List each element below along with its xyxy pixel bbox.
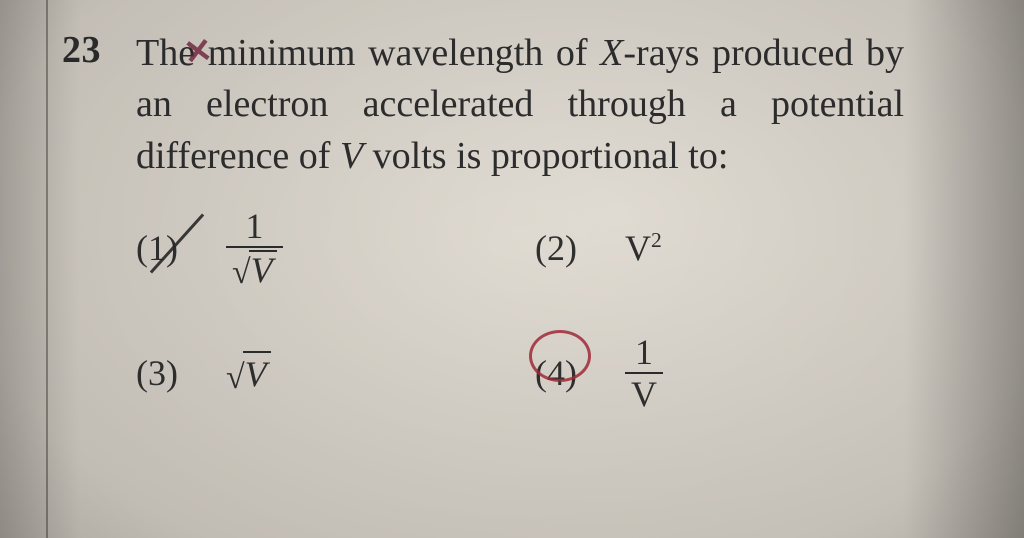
option-4: (4) 1 V [535, 332, 904, 414]
paper-background: ✕ 23 The minimum wavelength of X-rays pr… [0, 0, 1024, 538]
question-text-part: volts is proportional to: [363, 135, 728, 177]
sqrt-argument: V [243, 351, 271, 395]
margin-rule-line [46, 0, 48, 538]
option-4-expression: 1 V [625, 332, 663, 414]
option-3-expression: √ V [226, 351, 271, 395]
option-2-label: (2) [535, 227, 605, 269]
option-2: (2) V2 [535, 206, 904, 290]
option-1: (1) 1 √ V [136, 206, 505, 290]
right-vignette [904, 0, 1024, 538]
option-4-label: (4) [535, 352, 605, 394]
question-row: 23 The minimum wavelength of X-rays prod… [62, 28, 904, 182]
option-3: (3) √ V [136, 332, 505, 414]
radical-icon: √ [226, 359, 245, 397]
fraction-numerator: 1 [629, 332, 659, 372]
question-block: ✕ 23 The minimum wavelength of X-rays pr… [62, 28, 904, 414]
option-3-label: (3) [136, 352, 206, 394]
fraction-denominator: √ V [226, 248, 283, 290]
question-text: The minimum wavelength of X-rays produce… [136, 28, 904, 182]
option-1-expression: 1 √ V [226, 206, 283, 290]
sqrt-expression: √ V [232, 250, 277, 288]
fraction-numerator: 1 [239, 206, 269, 246]
power-base: V [625, 228, 651, 268]
option-2-expression: V2 [625, 227, 662, 269]
power-exponent: 2 [651, 228, 662, 252]
question-var-v: V [340, 135, 363, 177]
question-number: 23 [62, 28, 136, 72]
sqrt-argument: V [249, 250, 277, 288]
question-var-x: X [600, 32, 623, 74]
fraction-denominator: V [625, 374, 663, 414]
option-1-label: (1) [136, 227, 206, 269]
question-text-part: The minimum wavelength of [136, 32, 600, 74]
options-grid: (1) 1 √ V (2) V2 [136, 206, 904, 414]
radical-icon: √ [232, 256, 251, 290]
